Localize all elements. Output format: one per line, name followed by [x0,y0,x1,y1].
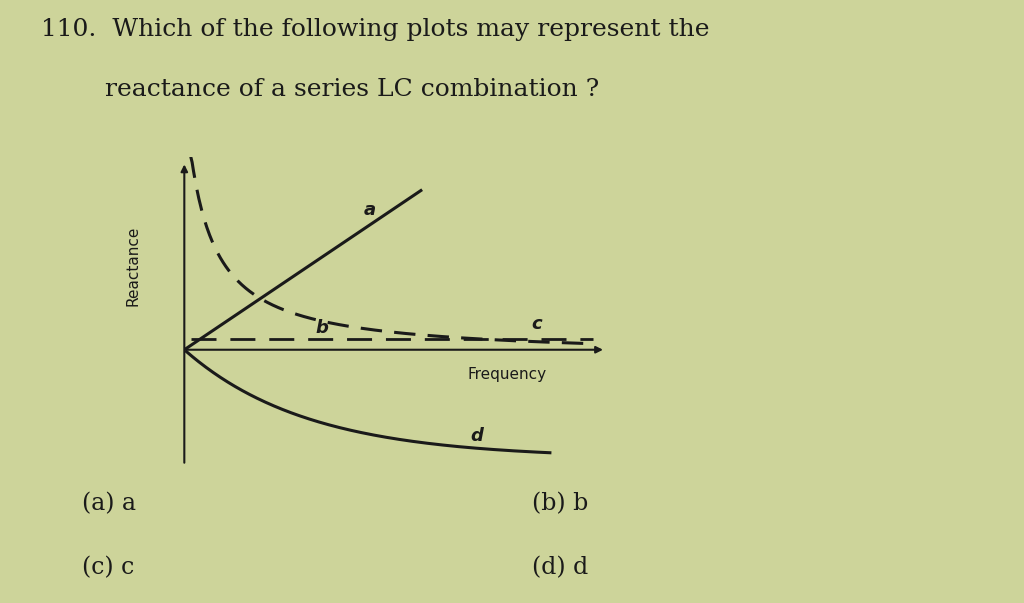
Text: Reactance: Reactance [125,225,140,306]
Text: 110.  Which of the following plots may represent the: 110. Which of the following plots may re… [41,18,710,41]
Text: a: a [364,201,376,219]
Text: (d) d: (d) d [532,556,589,579]
Text: c: c [531,315,543,333]
Text: (a) a: (a) a [82,493,136,516]
Text: d: d [470,428,483,446]
Text: Frequency: Frequency [467,367,547,382]
Text: (b) b: (b) b [532,493,589,516]
Text: b: b [315,319,329,337]
Text: (c) c: (c) c [82,556,134,579]
Text: reactance of a series LC combination ?: reactance of a series LC combination ? [41,78,599,101]
